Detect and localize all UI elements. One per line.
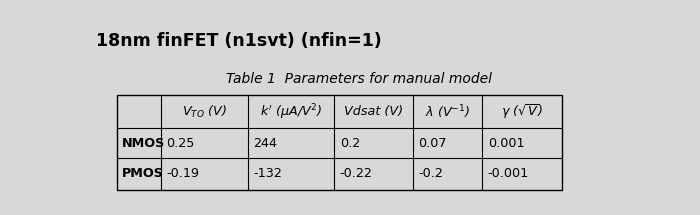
Text: $k'$ ($\mu$A/V$^2$): $k'$ ($\mu$A/V$^2$) — [260, 102, 322, 122]
Text: -132: -132 — [253, 167, 282, 180]
Text: $\lambda$ (V$^{-1}$): $\lambda$ (V$^{-1}$) — [425, 103, 470, 121]
Text: NMOS: NMOS — [122, 137, 165, 150]
Text: 0.001: 0.001 — [488, 137, 524, 150]
Text: $V_{TO}$ (V): $V_{TO}$ (V) — [182, 104, 227, 120]
Text: -0.22: -0.22 — [340, 167, 372, 180]
Text: 0.07: 0.07 — [419, 137, 447, 150]
Text: PMOS: PMOS — [122, 167, 164, 180]
Text: 0.2: 0.2 — [340, 137, 360, 150]
Text: -0.001: -0.001 — [488, 167, 529, 180]
Text: -0.19: -0.19 — [166, 167, 200, 180]
Text: -0.2: -0.2 — [419, 167, 443, 180]
Text: $\gamma$ ($\sqrt{V}$): $\gamma$ ($\sqrt{V}$) — [501, 103, 543, 121]
Text: Table 1  Parameters for manual model: Table 1 Parameters for manual model — [225, 72, 491, 86]
Text: 244: 244 — [253, 137, 277, 150]
Bar — [118, 95, 562, 190]
Text: 0.25: 0.25 — [166, 137, 195, 150]
Text: 18nm finFET (n1svt) (nfin=1): 18nm finFET (n1svt) (nfin=1) — [96, 32, 382, 51]
Text: Vdsat (V): Vdsat (V) — [344, 105, 403, 118]
